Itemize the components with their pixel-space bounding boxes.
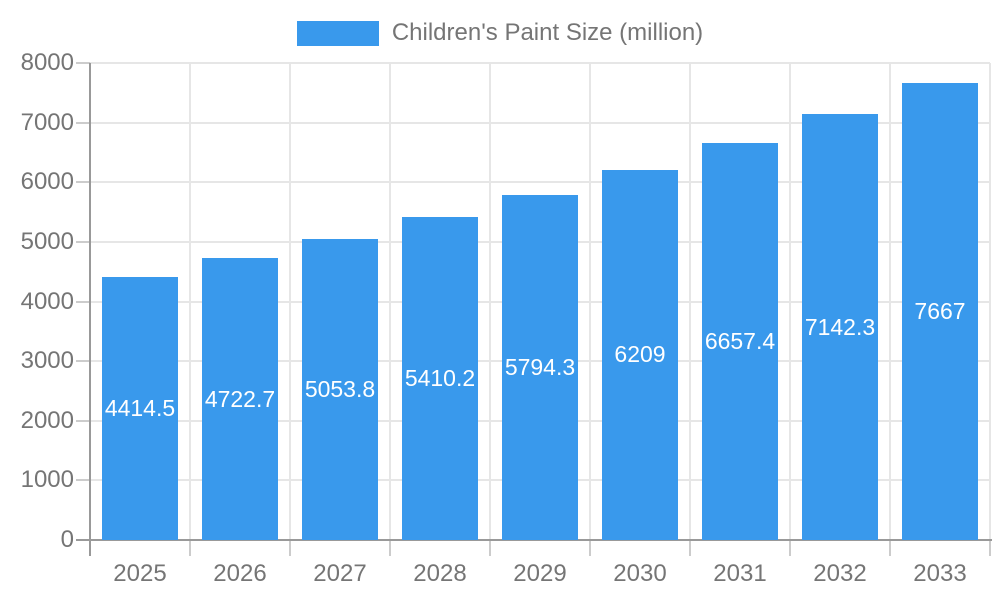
x-tick-mark (789, 540, 791, 556)
y-tick-mark (76, 121, 90, 124)
x-tick-label-2032: 2032 (813, 560, 867, 587)
y-tick-label: 7000 (20, 108, 74, 136)
y-axis-line (89, 63, 91, 556)
x-gridline (989, 63, 991, 540)
bar-value-label: 5794.3 (504, 353, 576, 380)
y-gridline (90, 121, 990, 124)
y-tick-mark (76, 181, 90, 184)
x-tick-mark (189, 540, 191, 556)
x-tick-mark (989, 540, 991, 556)
x-gridline (589, 63, 591, 540)
x-tick-label-2027: 2027 (313, 560, 367, 587)
bar-2026: 4722.7 (202, 258, 278, 540)
x-tick-mark (889, 540, 891, 556)
y-tick-mark (76, 419, 90, 422)
x-axis-line (76, 539, 992, 541)
bar-value-label: 6209 (614, 341, 666, 368)
x-tick-mark (589, 540, 591, 556)
x-gridline (689, 63, 691, 540)
x-tick-label-2025: 2025 (113, 560, 167, 587)
y-tick-label: 6000 (20, 168, 74, 196)
y-tick-mark (76, 360, 90, 363)
y-gridline (90, 181, 990, 184)
bar-value-label: 5410.2 (404, 365, 476, 392)
bar-value-label: 4722.7 (204, 385, 276, 412)
x-tick-mark (289, 540, 291, 556)
y-tick-mark (76, 240, 90, 243)
legend-label: Children's Paint Size (million) (391, 19, 704, 46)
x-tick-label-2031: 2031 (713, 560, 767, 587)
y-tick-label: 0 (60, 526, 74, 553)
x-gridline (889, 63, 891, 540)
y-tick-mark (76, 300, 90, 303)
bar-value-label: 7667 (914, 297, 966, 324)
chart-legend: Children's Paint Size (million) (0, 19, 1000, 47)
y-tick-label: 8000 (20, 49, 74, 76)
y-tick-label: 3000 (20, 347, 74, 375)
y-gridline (90, 62, 990, 64)
bar-2025: 4414.5 (102, 276, 178, 540)
bar-2030: 6209 (602, 169, 678, 540)
x-tick-label-2026: 2026 (213, 560, 267, 587)
bar-value-label: 4414.5 (104, 394, 176, 421)
bar-2033: 7667 (902, 82, 978, 540)
y-tick-label: 4000 (20, 287, 74, 315)
bar-2027: 5053.8 (302, 238, 378, 540)
x-tick-label-2033: 2033 (913, 560, 967, 587)
bar-value-label: 5053.8 (304, 375, 376, 402)
bar-2032: 7142.3 (802, 114, 878, 540)
x-tick-mark (389, 540, 391, 556)
bar-value-label: 7142.3 (804, 313, 876, 340)
x-tick-mark (689, 540, 691, 556)
x-gridline (489, 63, 491, 540)
y-tick-mark (76, 62, 90, 64)
x-gridline (389, 63, 391, 540)
y-tick-label: 5000 (20, 227, 74, 255)
bar-2031: 6657.4 (702, 143, 778, 540)
y-tick-label: 1000 (20, 466, 74, 494)
x-tick-label-2029: 2029 (513, 560, 567, 587)
x-gridline (189, 63, 191, 540)
x-gridline (789, 63, 791, 540)
legend-swatch (296, 20, 379, 46)
bar-2028: 5410.2 (402, 217, 478, 540)
x-tick-mark (489, 540, 491, 556)
x-tick-label-2030: 2030 (613, 560, 667, 587)
bar-2029: 5794.3 (502, 194, 578, 540)
x-tick-label-2028: 2028 (413, 560, 467, 587)
x-gridline (289, 63, 291, 540)
y-tick-mark (76, 479, 90, 482)
y-tick-label: 2000 (20, 406, 74, 434)
bar-value-label: 6657.4 (704, 328, 776, 355)
